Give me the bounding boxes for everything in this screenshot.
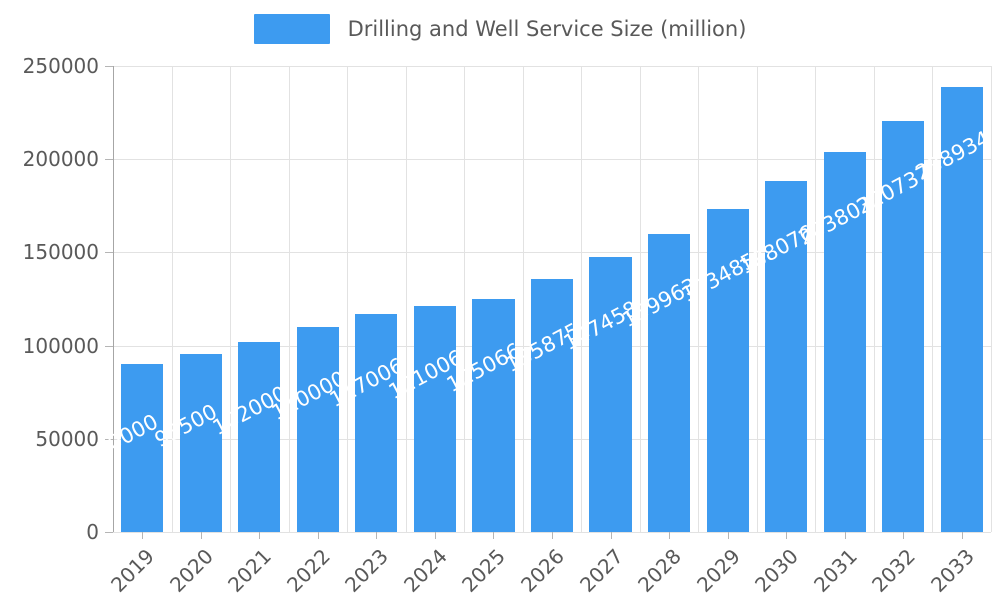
x-tick-mark — [669, 532, 671, 539]
x-tick-label: 2023 — [340, 544, 394, 597]
x-tick-mark — [259, 532, 261, 539]
bar — [647, 233, 691, 532]
x-tick-mark — [200, 532, 202, 539]
x-tick-label: 2032 — [867, 544, 921, 597]
x-tick-mark — [786, 532, 788, 539]
legend-label: Drilling and Well Service Size (million) — [347, 17, 747, 41]
x-tick-label: 2019 — [106, 544, 160, 597]
category-gridline — [522, 66, 524, 532]
gridline — [113, 252, 991, 254]
category-gridline — [230, 66, 232, 532]
x-tick-mark — [376, 532, 378, 539]
x-tick-label: 2026 — [516, 544, 569, 597]
y-tick-label: 100000 — [22, 333, 99, 358]
bar — [940, 86, 983, 532]
bar — [765, 181, 808, 532]
y-axis-spine — [113, 66, 114, 532]
bar — [823, 152, 866, 532]
x-tick-mark — [493, 532, 495, 539]
y-tick-label: 0 — [86, 520, 99, 544]
bar — [296, 326, 339, 532]
y-tick-label: 150000 — [22, 240, 99, 265]
category-gridline — [464, 66, 466, 532]
category-gridline — [698, 66, 700, 532]
gridline — [113, 66, 991, 67]
x-tick-mark — [142, 532, 144, 539]
bar — [413, 306, 456, 532]
bar — [179, 354, 222, 532]
y-tick-label: 50000 — [35, 426, 99, 451]
bar — [589, 257, 632, 532]
y-tick-mark — [105, 438, 113, 440]
y-tick-mark — [105, 252, 113, 254]
x-tick-label: 2020 — [164, 544, 218, 597]
category-gridline — [639, 66, 641, 532]
x-tick-mark — [727, 532, 729, 539]
y-tick-label: 200000 — [22, 147, 99, 172]
bar — [882, 120, 925, 532]
x-tick-label: 2024 — [398, 544, 452, 597]
category-gridline — [815, 66, 817, 532]
category-gridline — [171, 66, 173, 532]
category-gridline — [581, 66, 583, 532]
x-tick-mark — [434, 532, 436, 539]
y-tick-mark — [105, 66, 113, 67]
x-tick-label: 2022 — [281, 544, 335, 597]
category-gridline — [991, 66, 992, 532]
x-tick-label: 2021 — [223, 544, 277, 597]
legend-swatch-icon — [253, 14, 330, 44]
x-tick-mark — [961, 532, 963, 539]
x-tick-label: 2033 — [925, 544, 979, 597]
bar — [121, 364, 164, 532]
chart-legend: Drilling and Well Service Size (million) — [0, 14, 1000, 44]
category-gridline — [756, 66, 758, 532]
x-tick-label: 2027 — [574, 544, 628, 597]
plot-area: 0 50000 100000 150000 200000 250000 90000 9550… — [23, 54, 994, 597]
bar — [706, 208, 749, 532]
x-tick-mark — [610, 532, 612, 539]
x-tick-label: 2025 — [457, 544, 511, 597]
bar — [238, 341, 281, 532]
x-tick-label: 2031 — [808, 544, 862, 597]
y-tick-mark — [105, 345, 113, 347]
y-tick-mark — [105, 532, 113, 533]
x-tick-mark — [903, 532, 905, 539]
category-gridline — [932, 66, 934, 532]
category-gridline — [347, 66, 349, 532]
x-tick-label: 2029 — [691, 544, 745, 597]
category-gridline — [405, 66, 407, 532]
gridline — [113, 159, 991, 161]
bar — [355, 313, 398, 532]
y-tick-label: 250000 — [22, 54, 99, 78]
bar — [530, 278, 574, 532]
category-gridline — [873, 66, 875, 532]
bar — [472, 298, 515, 532]
x-tick-mark — [317, 532, 319, 539]
x-tick-label: 2028 — [633, 544, 687, 597]
x-tick-mark — [844, 532, 846, 539]
category-gridline — [288, 66, 290, 532]
x-tick-mark — [552, 532, 553, 539]
y-tick-mark — [105, 159, 113, 161]
x-tick-label: 2030 — [750, 544, 804, 597]
